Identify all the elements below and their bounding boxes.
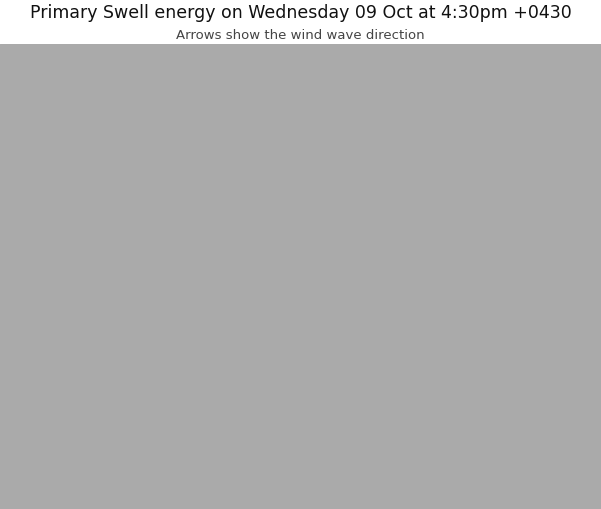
Text: Arrows show the wind wave direction: Arrows show the wind wave direction: [176, 30, 425, 42]
Text: Primary Swell energy on Wednesday 09 Oct at 4:30pm +0430: Primary Swell energy on Wednesday 09 Oct…: [29, 5, 572, 22]
